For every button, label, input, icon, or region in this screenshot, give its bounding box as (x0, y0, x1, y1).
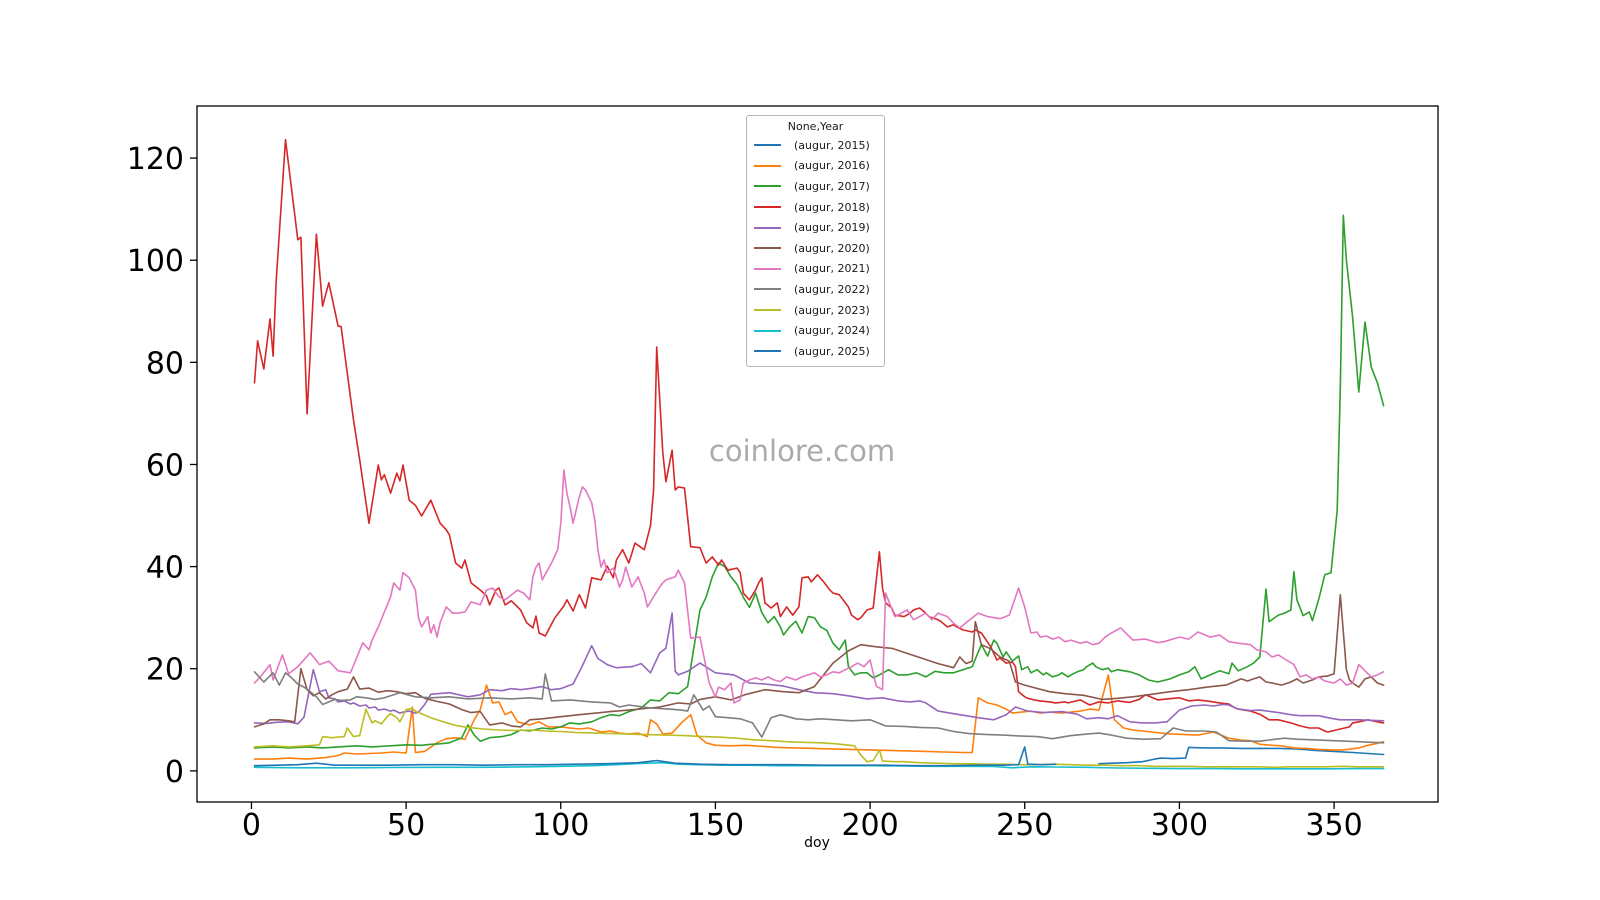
legend-swatch (754, 329, 781, 332)
x-tick-label: 150 (687, 808, 744, 843)
legend-label: (augur, 2016) (794, 159, 870, 173)
legend-entry: (augur, 2022) (747, 279, 884, 300)
legend-swatch (754, 164, 781, 167)
series-line-2018 (253, 138, 1385, 733)
series-line-2021 (253, 469, 1385, 704)
legend-swatch (754, 350, 781, 353)
x-tick-label: 50 (387, 808, 425, 843)
legend-swatch (754, 288, 781, 291)
y-tick-label: 100 (127, 244, 184, 279)
x-tick-label: 200 (841, 808, 898, 843)
series-line-2017 (253, 214, 1385, 749)
legend-label: (augur, 2022) (794, 282, 870, 296)
series-line-2016 (253, 674, 1385, 760)
legend-entry: (augur, 2020) (747, 238, 884, 259)
legend: None,Year (augur, 2015) (augur, 2016) (aug… (746, 115, 885, 367)
legend-entry: (augur, 2025) (747, 341, 884, 362)
legend-swatch (754, 226, 781, 229)
legend-title: None,Year (787, 120, 844, 133)
series-line-2020 (253, 593, 1385, 728)
legend-entry: (augur, 2021) (747, 259, 884, 280)
watermark: coinlore.com (709, 434, 895, 468)
legend-entry: (augur, 2024) (747, 320, 884, 341)
legend-entry: (augur, 2015) (747, 135, 884, 156)
x-tick-label: 0 (242, 808, 261, 843)
legend-label: (augur, 2019) (794, 221, 870, 235)
legend-swatch (754, 206, 781, 209)
x-axis-label: doy (804, 835, 830, 851)
legend-label: (augur, 2023) (794, 303, 870, 317)
legend-label: (augur, 2025) (794, 344, 870, 358)
plot-frame (196, 105, 1439, 803)
legend-swatch (754, 309, 781, 312)
legend-entry: (augur, 2016) (747, 156, 884, 177)
legend-entries: (augur, 2015) (augur, 2016) (augur, 2017) (… (747, 135, 884, 362)
x-tick-label: 300 (1151, 808, 1208, 843)
y-tick-label: 0 (165, 755, 184, 790)
legend-entry: (augur, 2018) (747, 197, 884, 218)
legend-label: (augur, 2018) (794, 200, 870, 214)
series-line-2015 (1098, 746, 1385, 765)
legend-swatch (754, 185, 781, 188)
y-tick-label: 60 (146, 448, 184, 483)
y-tick-label: 120 (127, 142, 184, 177)
series-line-2022 (253, 670, 1385, 744)
legend-entry: (augur, 2023) (747, 300, 884, 321)
legend-swatch (754, 144, 781, 147)
legend-entry: (augur, 2017) (747, 176, 884, 197)
legend-label: (augur, 2015) (794, 138, 870, 152)
y-tick-label: 40 (146, 551, 184, 586)
y-tick-label: 80 (146, 346, 184, 381)
x-tick-label: 100 (532, 808, 589, 843)
legend-swatch (754, 247, 781, 250)
x-tick-label: 250 (996, 808, 1053, 843)
x-tick-label: 350 (1305, 808, 1362, 843)
legend-swatch (754, 267, 781, 270)
legend-entry: (augur, 2019) (747, 217, 884, 238)
legend-label: (augur, 2020) (794, 241, 870, 255)
legend-label: (augur, 2021) (794, 262, 870, 276)
legend-label: (augur, 2017) (794, 179, 870, 193)
legend-label: (augur, 2024) (794, 324, 870, 338)
chart-layer: 0 50 100 150 200 250 300 350 0 20 40 60 80 100 120 (127, 105, 1439, 843)
series-line-2025 (253, 746, 1057, 767)
series-line-2023 (253, 707, 1385, 769)
series-line-2019 (253, 612, 1385, 725)
y-tick-label: 20 (146, 653, 184, 688)
